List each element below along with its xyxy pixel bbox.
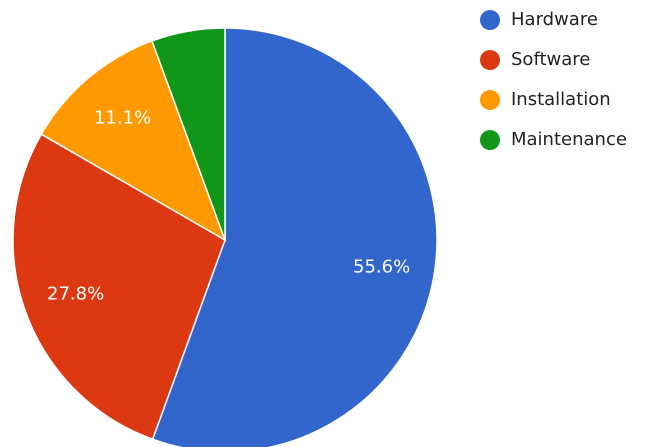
legend-label: Maintenance	[511, 129, 627, 150]
legend-label: Software	[511, 49, 590, 70]
pie-slice	[12, 133, 226, 441]
legend-label: Hardware	[511, 9, 598, 30]
legend-marker	[480, 90, 500, 110]
legend-marker	[480, 130, 500, 150]
pie-slice	[151, 27, 438, 447]
slice-label: 27.8%	[47, 284, 104, 305]
pie-slice	[151, 27, 226, 241]
pie-slice	[40, 40, 227, 242]
slice-label: 11.1%	[94, 107, 151, 128]
legend-label: Installation	[511, 89, 611, 110]
slice-label: 55.6%	[353, 257, 410, 278]
legend-marker	[480, 50, 500, 70]
legend-marker	[480, 10, 500, 30]
